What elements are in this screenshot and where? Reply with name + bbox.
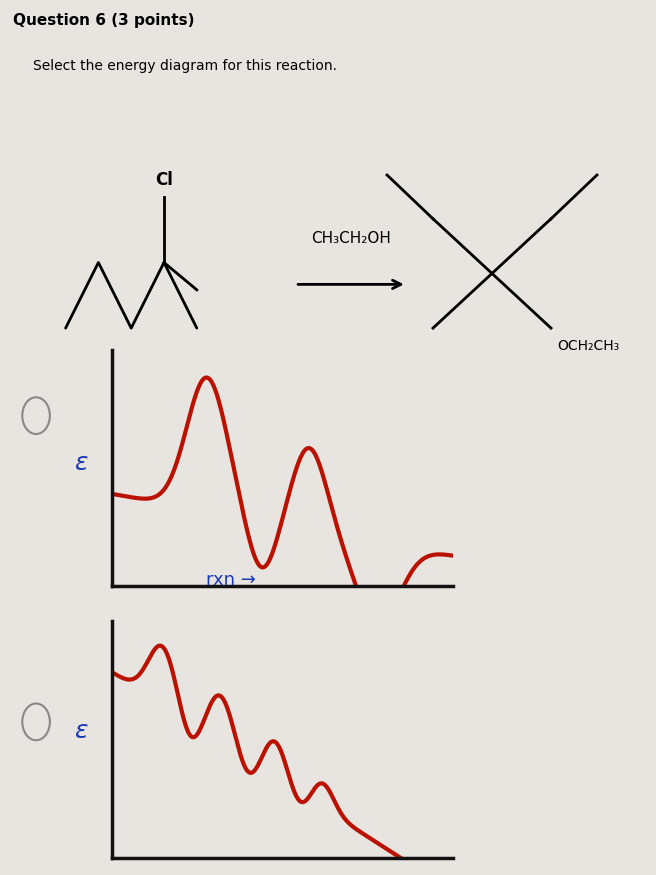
Text: ε: ε (74, 451, 87, 475)
Text: Cl: Cl (155, 171, 173, 189)
Text: CH₃CH₂OH: CH₃CH₂OH (311, 231, 391, 246)
Text: ε: ε (74, 719, 87, 743)
Text: Select the energy diagram for this reaction.: Select the energy diagram for this react… (33, 59, 337, 73)
Text: Question 6 (3 points): Question 6 (3 points) (13, 13, 195, 28)
Text: rxn →: rxn → (206, 571, 256, 589)
Text: OCH₂CH₃: OCH₂CH₃ (558, 339, 620, 353)
